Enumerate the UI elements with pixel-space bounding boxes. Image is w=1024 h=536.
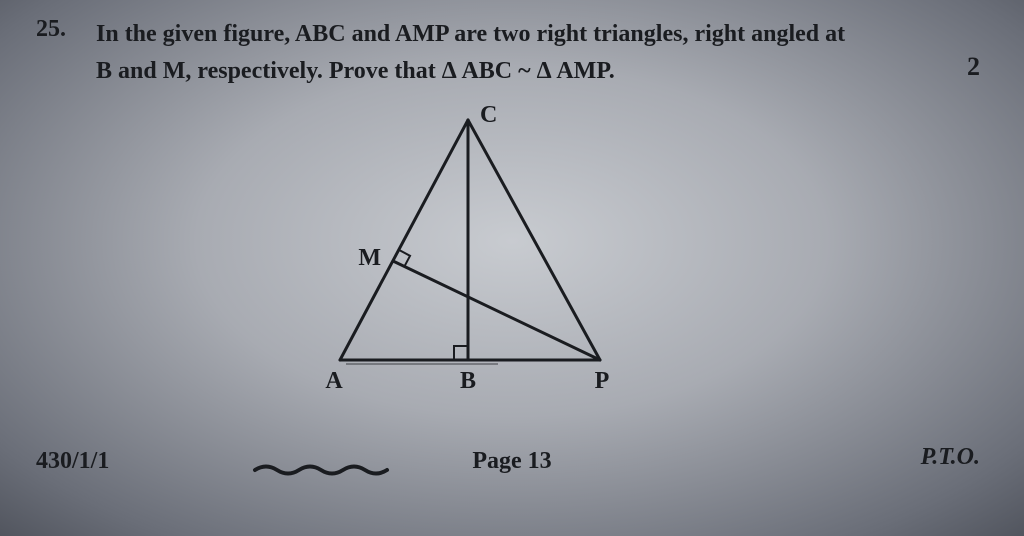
svg-text:B: B [460,368,476,394]
svg-text:P: P [595,368,610,394]
question-number: 25. [36,16,66,43]
question-line-2: B and M, respectively. Prove that Δ ABC … [96,58,615,84]
svg-text:C: C [480,102,497,128]
question-text: In the given figure, ABC and AMP are two… [96,16,934,90]
page-number: Page 13 [0,448,1024,475]
svg-text:A: A [325,368,343,394]
exam-page: 25. In the given figure, ABC and AMP are… [0,0,1024,536]
geometry-figure: A B P C M [300,100,660,400]
question-line-1: In the given figure, ABC and AMP are two… [96,21,845,47]
question-marks: 2 [967,52,980,82]
pto-label: P.T.O. [921,444,980,471]
svg-text:M: M [358,245,381,271]
